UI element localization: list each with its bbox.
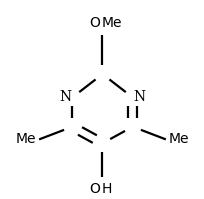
Text: O: O — [89, 16, 100, 30]
Text: O: O — [89, 182, 100, 196]
Text: Me: Me — [16, 132, 36, 146]
Text: N: N — [59, 91, 71, 104]
Text: N: N — [133, 91, 145, 104]
Text: H: H — [101, 182, 111, 196]
Text: Me: Me — [101, 16, 121, 30]
Text: Me: Me — [168, 132, 188, 146]
